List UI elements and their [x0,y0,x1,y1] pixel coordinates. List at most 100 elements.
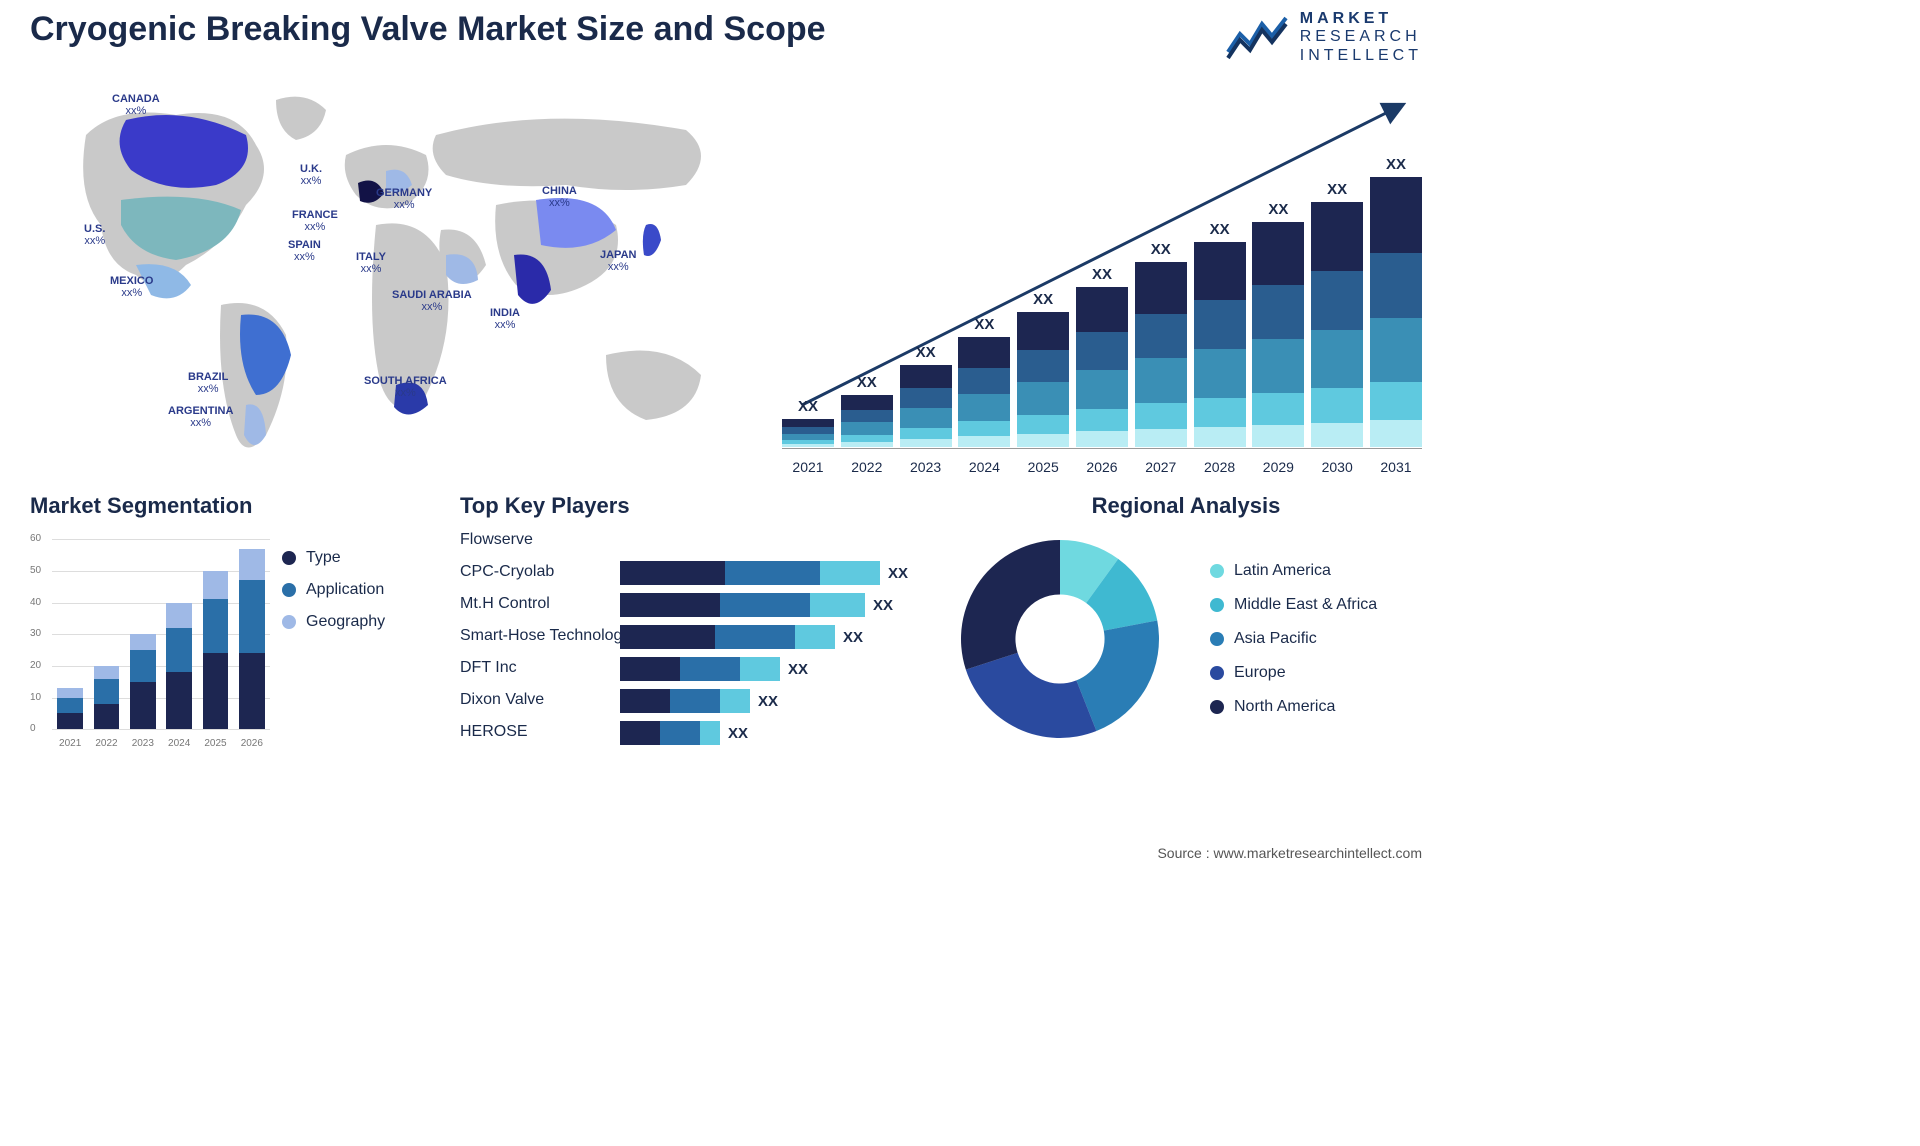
region-legend-label: Asia Pacific [1234,630,1317,648]
growth-year-label: 2026 [1076,459,1128,475]
growth-bar-segment [1311,423,1363,448]
seg-bar-segment [130,682,155,730]
region-legend-item: Middle East & Africa [1210,596,1377,614]
growth-bar-segment [841,422,893,434]
legend-dot-icon [282,583,296,597]
growth-year-label: 2025 [1017,459,1069,475]
growth-bar-segment [1252,222,1304,285]
seg-bar-segment [239,580,264,653]
seg-bar-segment [130,634,155,650]
seg-ytick: 60 [30,533,41,544]
growth-bar-segment [1076,409,1128,431]
growth-bar-segment [1194,349,1246,398]
growth-bar-2027: XX [1135,241,1187,447]
growth-year-label: 2022 [841,459,893,475]
seg-ytick: 0 [30,723,36,734]
seg-bar-segment [57,713,82,729]
logo-mark-icon [1226,16,1290,60]
seg-bar-segment [166,672,191,729]
players-title: Top Key Players [460,493,940,519]
growth-bar-segment [782,419,834,427]
player-bar-segment [660,721,700,745]
growth-bar-segment [782,434,834,441]
growth-bar-2028: XX [1194,221,1246,447]
logo-line2: RESEARCH [1300,28,1422,46]
seg-legend-label: Type [306,549,341,567]
seg-bar-segment [94,704,119,729]
brand-logo: MARKET RESEARCH INTELLECT [1226,10,1422,65]
player-bar-segment [620,689,670,713]
growth-bar-segment [958,436,1010,447]
growth-bar-segment [1135,403,1187,429]
growth-bar-segment [1135,429,1187,448]
growth-bar-segment [1017,415,1069,434]
player-value-label: XX [888,565,908,582]
growth-bar-label: XX [1386,156,1406,173]
seg-xtick: 2024 [161,738,197,749]
growth-bar-segment [1311,330,1363,389]
growth-bar-segment [958,394,1010,420]
growth-bar-segment [841,410,893,422]
player-name-label: Mt.H Control [460,593,610,617]
source-attribution: Source : www.marketresearchintellect.com [1157,845,1422,861]
regional-title: Regional Analysis [950,493,1422,519]
growth-chart: XXXXXXXXXXXXXXXXXXXXXX 20212022202320242… [782,75,1422,475]
growth-bar-segment [1135,314,1187,358]
player-value-label: XX [758,693,778,710]
growth-bar-segment [1135,358,1187,402]
player-name-label: DFT Inc [460,657,610,681]
growth-bar-segment [900,365,952,388]
growth-bar-segment [958,368,1010,394]
player-bar-segment [715,625,795,649]
player-bar-row: XX [620,689,940,713]
growth-bar-2026: XX [1076,266,1128,447]
growth-year-label: 2030 [1311,459,1363,475]
growth-bar-label: XX [974,316,994,333]
region-legend-label: Europe [1234,664,1286,682]
legend-dot-icon [1210,598,1224,612]
growth-bar-segment [1194,427,1246,448]
region-legend-item: Europe [1210,664,1377,682]
seg-xtick: 2021 [52,738,88,749]
player-bar-row: XX [620,721,940,745]
logo-line1: MARKET [1300,10,1422,28]
player-bar-segment [725,561,820,585]
growth-bar-segment [900,408,952,428]
seg-legend-label: Application [306,581,384,599]
growth-bar-segment [782,444,834,447]
player-bar-segment [720,593,810,617]
growth-bar-segment [1252,393,1304,425]
player-value-label: XX [843,629,863,646]
seg-ytick: 20 [30,660,41,671]
growth-bar-2022: XX [841,374,893,447]
player-bar-segment [820,561,880,585]
player-bar-segment [795,625,835,649]
seg-bar-segment [57,688,82,698]
growth-bar-segment [1017,382,1069,414]
seg-bar-segment [203,653,228,729]
donut-slice-europe [966,653,1097,738]
player-value-label: XX [728,725,748,742]
player-name-label: HEROSE [460,721,610,745]
legend-dot-icon [1210,700,1224,714]
player-name-label: Dixon Valve [460,689,610,713]
growth-bar-segment [958,337,1010,368]
seg-ytick: 30 [30,628,41,639]
players-panel: Top Key Players FlowserveCPC-CryolabMt.H… [460,493,940,749]
player-name-label: CPC-Cryolab [460,561,610,585]
growth-bar-label: XX [1268,201,1288,218]
growth-bar-label: XX [1033,291,1053,308]
growth-bar-label: XX [857,374,877,391]
seg-bar-segment [203,599,228,653]
growth-bar-segment [1311,202,1363,271]
growth-bar-segment [1194,242,1246,299]
growth-bar-label: XX [1210,221,1230,238]
growth-year-label: 2024 [958,459,1010,475]
legend-dot-icon [1210,632,1224,646]
growth-bar-segment [1311,388,1363,422]
growth-bar-segment [841,442,893,447]
growth-bar-segment [1194,398,1246,427]
region-legend-label: Latin America [1234,562,1331,580]
player-bar-segment [620,657,680,681]
seg-bar-segment [166,603,191,628]
